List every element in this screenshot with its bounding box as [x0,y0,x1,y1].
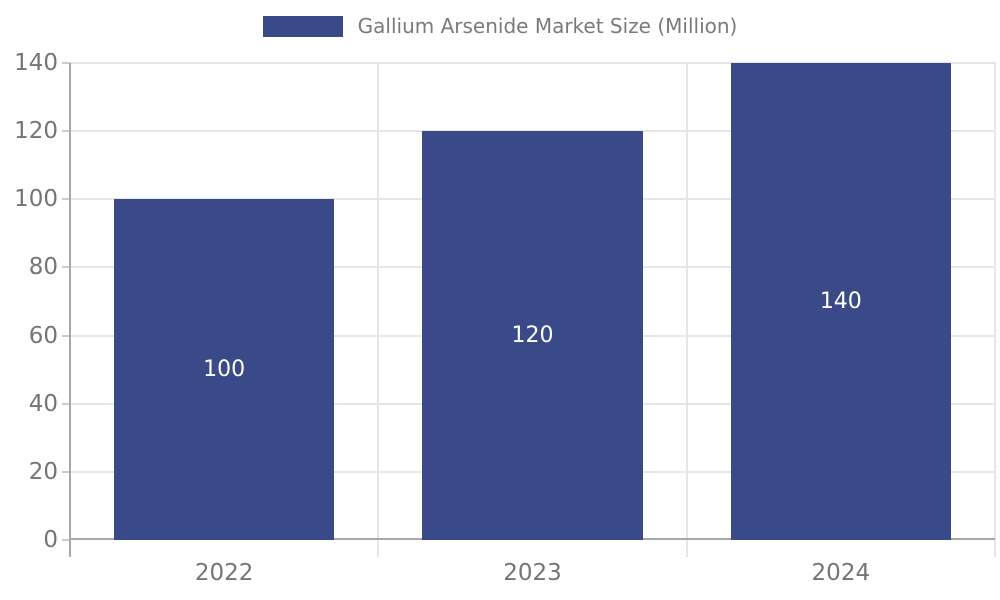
y-tick-label: 40 [28,390,58,417]
legend-swatch [262,15,343,37]
y-tick-label: 0 [43,527,58,553]
x-tick-label: 2022 [194,560,254,586]
y-axis-tick [62,130,70,133]
y-tick-label: 60 [28,322,58,349]
bar: 120 [422,131,643,540]
gridline-horizontal [70,62,995,64]
bar-value-label: 140 [819,289,862,314]
bar: 140 [730,63,951,540]
y-tick-label: 120 [14,118,58,145]
legend-label: Gallium Arsenide Market Size (Million) [357,14,738,38]
y-axis-tick [62,539,70,541]
y-tick-label: 140 [14,50,58,76]
y-tick-label: 80 [28,254,58,281]
y-axis-tick [62,470,70,473]
legend[interactable]: Gallium Arsenide Market Size (Million) [0,14,1000,38]
y-axis-tick [62,334,70,337]
bar-value-label: 120 [511,323,554,349]
bar-value-label: 100 [203,357,246,383]
y-tick-label: 100 [14,186,58,213]
bar: 100 [114,199,335,540]
y-axis-tick [62,402,70,405]
x-tick-label: 2023 [503,560,562,586]
gridline-vertical [994,63,996,557]
y-axis-tick [62,198,70,201]
y-axis-tick [62,62,70,64]
y-tick-label: 20 [28,458,58,485]
gridline-vertical [377,63,380,557]
y-axis-tick [62,266,70,269]
gridline-vertical [685,63,688,557]
x-tick-label: 2024 [811,560,871,586]
y-axis-line [69,63,71,557]
